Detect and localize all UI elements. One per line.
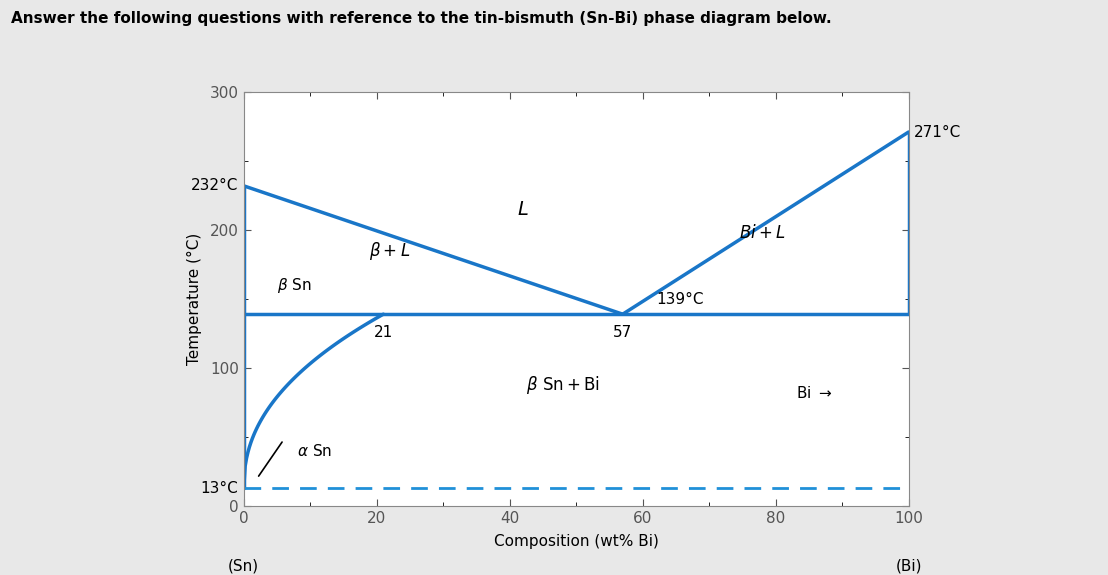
X-axis label: Composition (wt% Bi): Composition (wt% Bi) [494,534,658,549]
Text: $\alpha\ \mathrm{Sn}$: $\alpha\ \mathrm{Sn}$ [297,443,332,459]
Text: 139°C: 139°C [656,292,704,307]
Text: (Sn): (Sn) [228,559,259,574]
Text: Answer the following questions with reference to the tin-bismuth (Sn-Bi) phase d: Answer the following questions with refe… [11,12,832,26]
Text: 21: 21 [373,325,393,340]
Text: 232°C: 232°C [191,178,238,193]
Text: $\beta + L$: $\beta + L$ [369,240,411,262]
Text: Bi $\rightarrow$: Bi $\rightarrow$ [796,385,832,401]
Y-axis label: Temperature (°C): Temperature (°C) [186,233,202,365]
Text: $L$: $L$ [517,200,529,219]
Text: $Bi + L$: $Bi + L$ [739,224,786,242]
Text: $\beta\ \mathrm{Sn} + \mathrm{Bi}$: $\beta\ \mathrm{Sn} + \mathrm{Bi}$ [526,374,599,396]
Text: (Bi): (Bi) [895,559,922,574]
Text: 57: 57 [613,325,633,340]
Text: $\beta$ Sn: $\beta$ Sn [277,275,311,295]
Text: 13°C: 13°C [201,481,238,496]
Text: 271°C: 271°C [914,125,962,140]
